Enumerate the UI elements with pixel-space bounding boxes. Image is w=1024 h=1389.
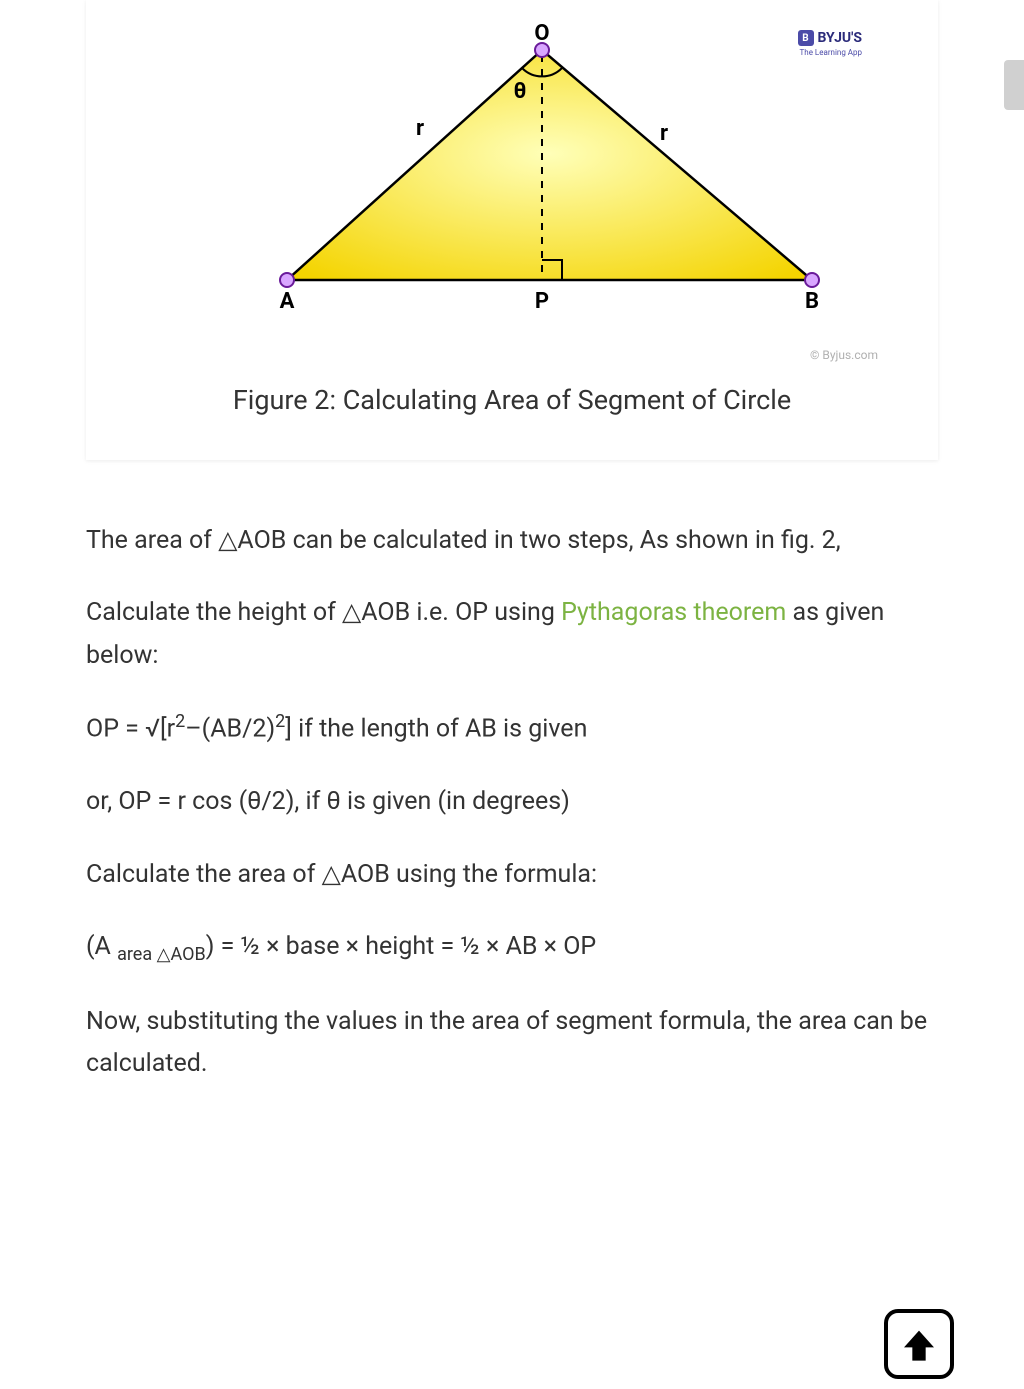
brand-logo-icon: B: [798, 30, 814, 46]
paragraph-7: Now, substituting the values in the area…: [86, 1001, 938, 1086]
paragraph-1: The area of △AOB can be calculated in tw…: [86, 520, 938, 563]
label-O: O: [534, 21, 549, 46]
triangle-diagram: B BYJU'S The Learning App: [162, 20, 862, 340]
figure-caption: Figure 2: Calculating Area of Segment of…: [106, 362, 918, 430]
label-B: B: [805, 289, 819, 314]
brand-logo-block: B BYJU'S: [798, 30, 863, 46]
arrow-up-icon: [899, 1324, 939, 1364]
pythagoras-link[interactable]: Pythagoras theorem: [561, 598, 786, 627]
label-r-left: r: [416, 116, 424, 141]
article-body: The area of △AOB can be calculated in tw…: [86, 520, 938, 1086]
triangle-svg: O A B P θ r r: [162, 20, 862, 340]
label-r-right: r: [660, 121, 668, 146]
brand-tagline: The Learning App: [800, 48, 862, 57]
paragraph-5: Calculate the area of △AOB using the for…: [86, 854, 938, 897]
paragraph-6: (A area △AOB) = ½ × base × height = ½ × …: [86, 926, 938, 971]
side-tab[interactable]: [1004, 60, 1024, 110]
label-P: P: [535, 289, 549, 314]
label-A: A: [280, 289, 295, 314]
copyright-text: © Byjus.com: [106, 340, 918, 362]
page-content: B BYJU'S The Learning App: [0, 0, 1024, 1156]
scroll-to-top-button[interactable]: [884, 1309, 954, 1379]
paragraph-2: Calculate the height of △AOB i.e. OP usi…: [86, 592, 938, 677]
label-theta: θ: [514, 79, 527, 104]
brand-name: BYJU'S: [818, 30, 863, 46]
paragraph-4: or, OP = r cos (θ/2), if θ is given (in …: [86, 781, 938, 824]
paragraph-3: OP = √[r2–(AB/2)2] if the length of AB i…: [86, 707, 938, 751]
figure-container: B BYJU'S The Learning App: [86, 0, 938, 460]
